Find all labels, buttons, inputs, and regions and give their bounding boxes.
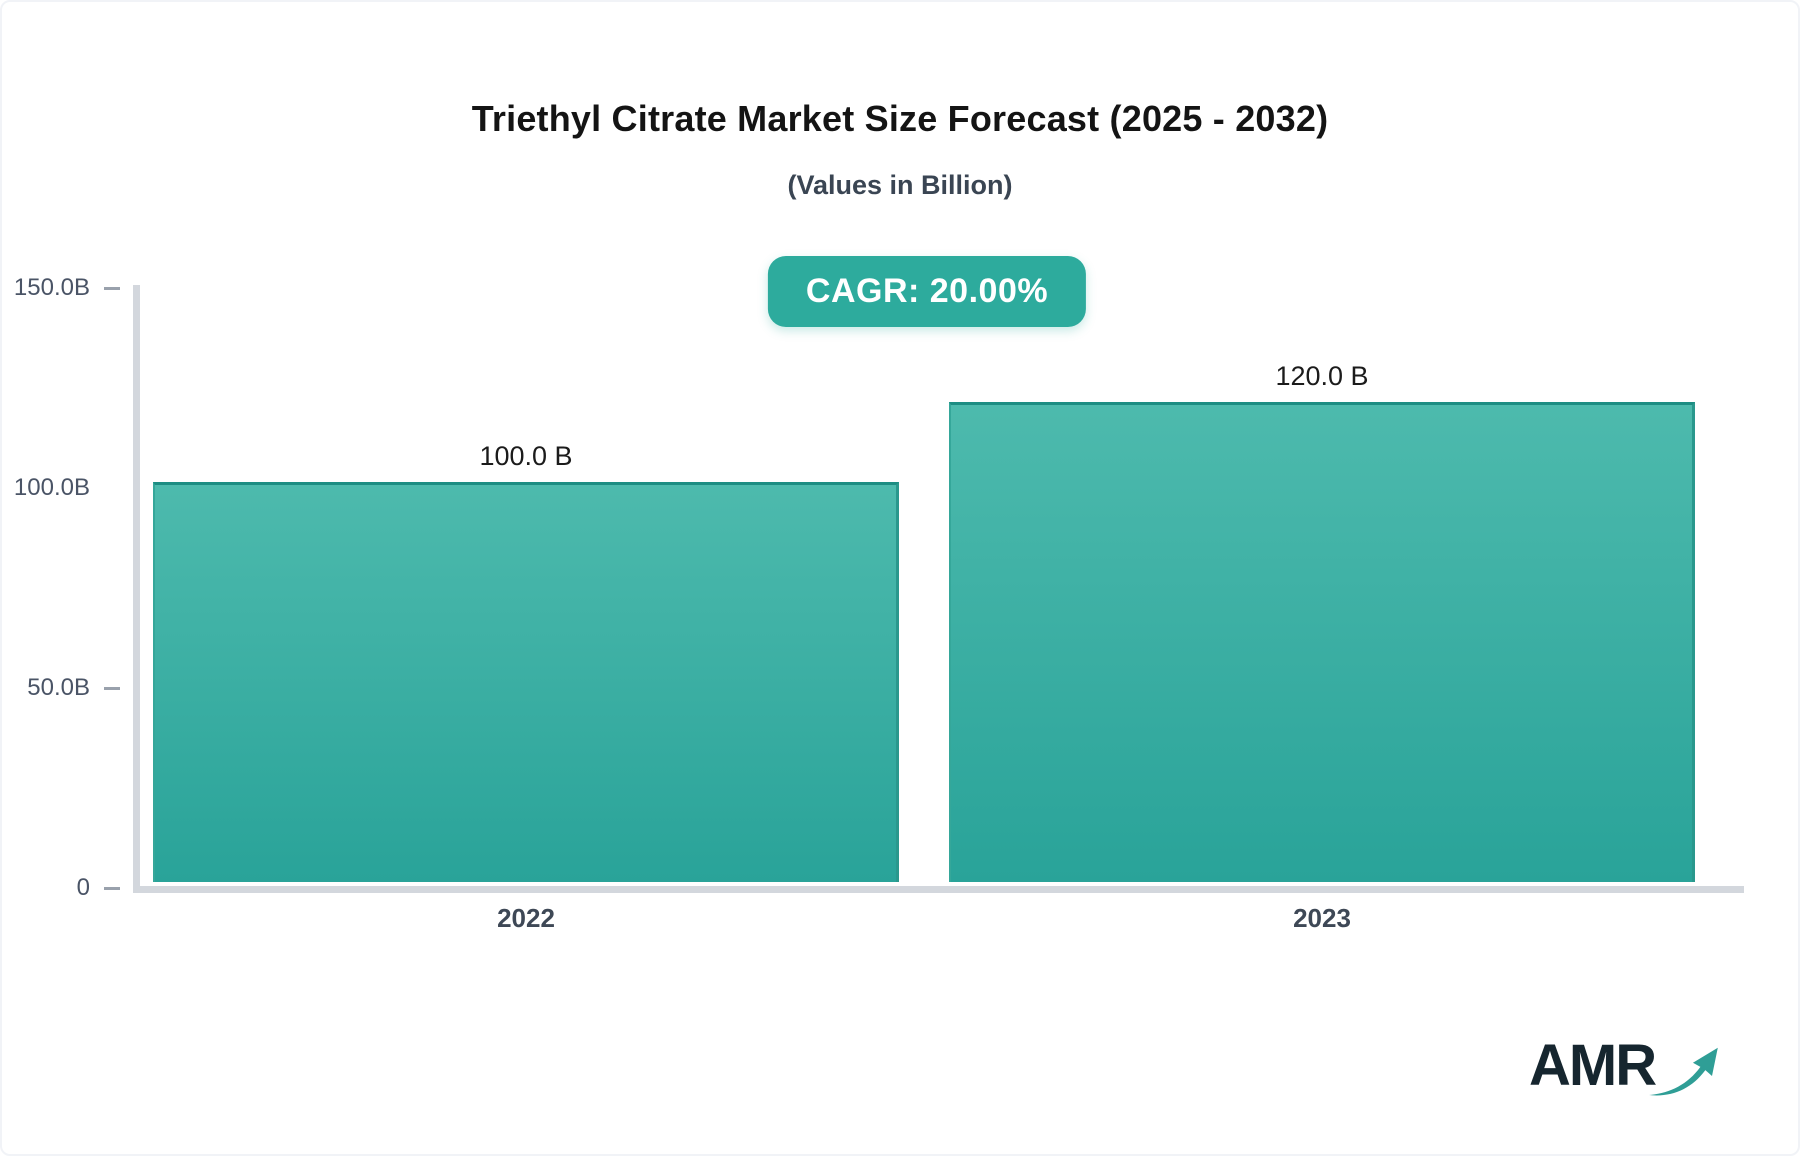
amr-logo-text: AMR: [1529, 1033, 1657, 1098]
y-tick-dash: [104, 287, 120, 290]
y-tick-label: 100.0B: [13, 474, 90, 501]
bar-value-label-2022: 100.0 B: [479, 441, 573, 471]
bar-group-2023: 120.0 B 2023: [949, 361, 1695, 933]
cagr-badge: CAGR: 20.00%: [767, 256, 1087, 327]
chart-subtitle: (Values in Billion): [787, 170, 1013, 200]
y-tick-dash: [104, 687, 120, 690]
bar-group-2022: 100.0 B 2022: [153, 441, 899, 933]
y-tick-label: 0: [76, 874, 90, 901]
bar-2022[interactable]: [153, 482, 899, 882]
y-axis-line: [133, 285, 140, 893]
y-tick-dash: [104, 887, 120, 890]
x-axis-line: [133, 886, 1744, 893]
y-tick-label: 150.0B: [13, 274, 90, 301]
bar-2023[interactable]: [949, 402, 1695, 882]
x-axis-label-2022: 2022: [497, 903, 555, 933]
trend-up-arrow-path: [1649, 1047, 1718, 1096]
chart-title: Triethyl Citrate Market Size Forecast (2…: [471, 98, 1329, 139]
y-tick-label: 50.0B: [27, 674, 90, 701]
trend-up-arrow-icon: [1649, 1047, 1718, 1096]
amr-logo: AMR: [1529, 1032, 1723, 1100]
bar-value-label-2023: 120.0 B: [1275, 361, 1369, 391]
x-axis-label-2023: 2023: [1293, 903, 1351, 933]
